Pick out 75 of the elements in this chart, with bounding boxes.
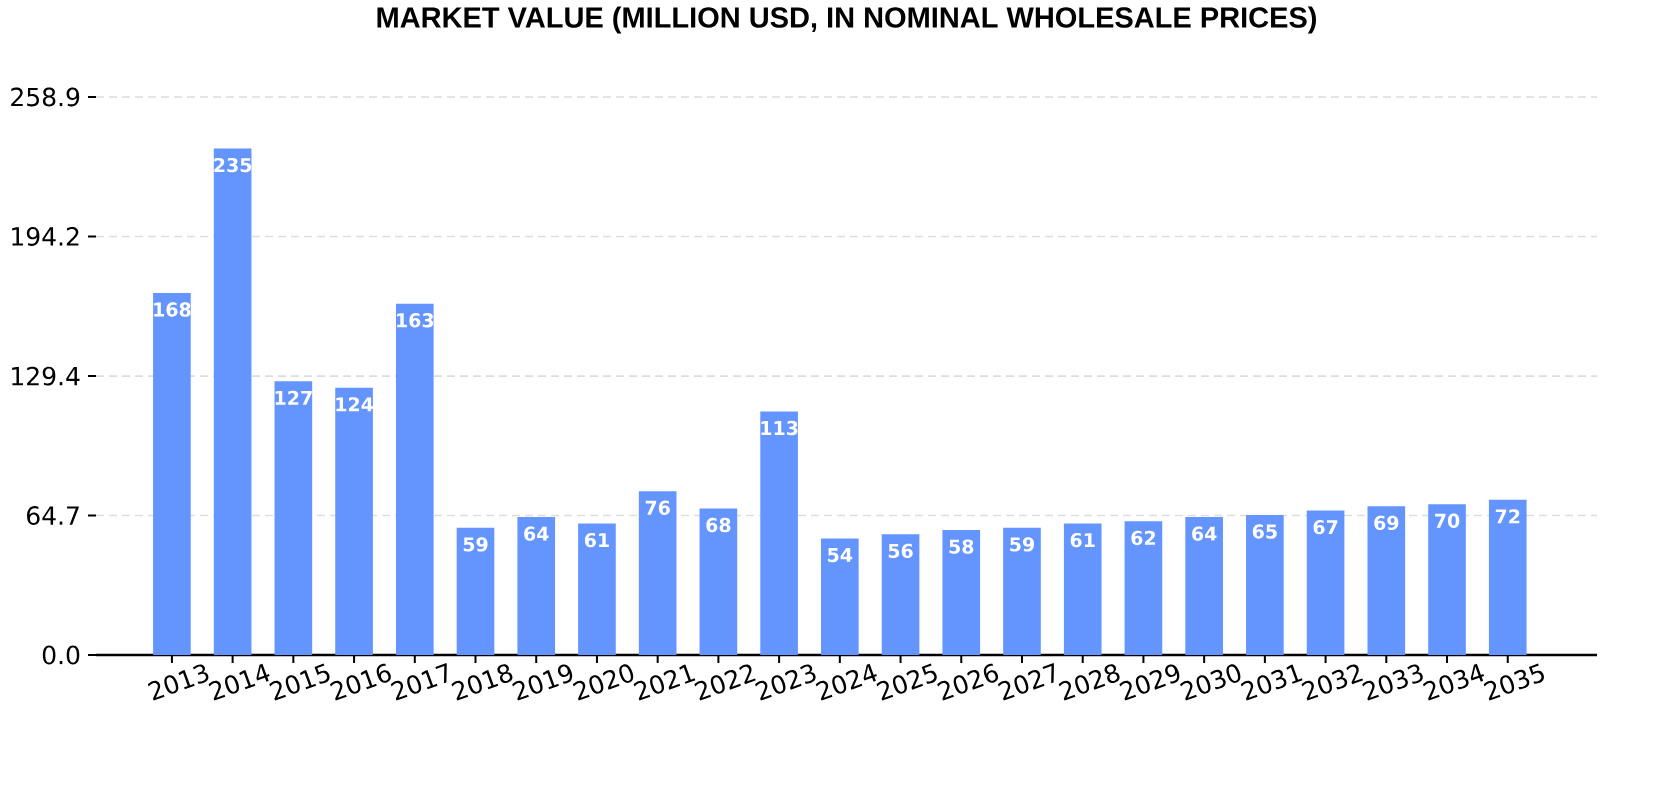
data-label: 127 bbox=[275, 390, 312, 405]
data-label: 65 bbox=[1252, 524, 1277, 539]
x-tick-label: 2021 bbox=[633, 664, 696, 701]
data-label: 76 bbox=[645, 500, 670, 515]
x-tick-label: 2034 bbox=[1422, 663, 1485, 701]
data-label: 54 bbox=[828, 548, 853, 563]
x-tick-label: 2032 bbox=[1301, 664, 1364, 701]
bar bbox=[153, 292, 191, 655]
data-label: 56 bbox=[888, 543, 913, 559]
data-label: 61 bbox=[584, 532, 609, 548]
data-label: 61 bbox=[1070, 532, 1095, 548]
bar bbox=[1003, 527, 1041, 655]
bar bbox=[1124, 521, 1163, 655]
x-tick-label: 2016 bbox=[330, 663, 391, 701]
data-label: 68 bbox=[706, 517, 731, 533]
bar bbox=[335, 387, 373, 655]
bar bbox=[1306, 510, 1345, 655]
data-label: 72 bbox=[1495, 509, 1520, 524]
x-tick-label: 2033 bbox=[1362, 664, 1423, 701]
data-label: 113 bbox=[761, 420, 798, 436]
data-label: 62 bbox=[1131, 530, 1156, 546]
bar bbox=[456, 527, 495, 655]
x-tick-label: 2025 bbox=[876, 663, 937, 701]
bar bbox=[1063, 523, 1102, 655]
x-tick-label: 2035 bbox=[1483, 663, 1544, 701]
bar bbox=[517, 517, 556, 655]
data-label: 70 bbox=[1435, 513, 1460, 528]
x-tick-label: 2018 bbox=[451, 664, 513, 701]
data-label: 69 bbox=[1374, 515, 1399, 531]
y-tick-label: 64.7 bbox=[27, 506, 79, 525]
y-tick-label: 194.2 bbox=[12, 226, 79, 246]
data-label: 59 bbox=[1010, 537, 1035, 552]
x-tick-label: 2014 bbox=[208, 663, 270, 701]
bar bbox=[1367, 506, 1406, 655]
bar bbox=[1488, 499, 1527, 655]
bar bbox=[821, 538, 859, 655]
data-label: 124 bbox=[336, 397, 374, 412]
bar bbox=[395, 303, 434, 655]
bar bbox=[274, 381, 313, 655]
x-tick-label: 2031 bbox=[1240, 664, 1303, 701]
x-tick-label: 2026 bbox=[937, 663, 999, 701]
y-tick-label: 129.4 bbox=[12, 366, 80, 386]
bar bbox=[942, 530, 981, 655]
bar bbox=[578, 523, 616, 655]
x-tick-label: 2029 bbox=[1119, 664, 1180, 701]
data-label: 58 bbox=[949, 539, 974, 554]
data-label: 64 bbox=[1192, 526, 1217, 541]
x-tick-label: 2015 bbox=[269, 663, 330, 701]
bar bbox=[760, 411, 798, 655]
x-tick-label: 2019 bbox=[512, 664, 573, 701]
x-tick-label: 2013 bbox=[147, 664, 209, 701]
x-tick-label: 2020 bbox=[572, 664, 634, 701]
data-label: 64 bbox=[524, 526, 549, 541]
data-label: 168 bbox=[154, 302, 191, 317]
chart-title: MARKET VALUE (MILLION USD, IN NOMINAL WHOLESALE PRICES) bbox=[377, 6, 1317, 34]
bar bbox=[881, 534, 920, 655]
x-tick-label: 2017 bbox=[390, 663, 447, 701]
x-tick-label: 2022 bbox=[694, 664, 756, 701]
data-label: 67 bbox=[1313, 520, 1338, 535]
x-tick-label: 2024 bbox=[815, 663, 877, 701]
bar bbox=[213, 148, 252, 655]
x-tick-label: 2028 bbox=[1058, 664, 1120, 701]
bar bbox=[1246, 514, 1284, 655]
data-label: 59 bbox=[463, 537, 488, 552]
bar bbox=[638, 491, 677, 655]
data-label: 235 bbox=[214, 157, 252, 173]
x-tick-label: 2030 bbox=[1180, 664, 1241, 701]
y-tick-label: 0.0 bbox=[42, 645, 80, 665]
x-tick-label: 2027 bbox=[997, 663, 1054, 701]
bar bbox=[1428, 504, 1466, 655]
y-tick-label: 258.9 bbox=[11, 87, 80, 107]
bar bbox=[1185, 517, 1223, 655]
x-tick-label: 2023 bbox=[755, 664, 816, 701]
bar bbox=[699, 508, 738, 655]
data-label: 163 bbox=[397, 313, 434, 328]
